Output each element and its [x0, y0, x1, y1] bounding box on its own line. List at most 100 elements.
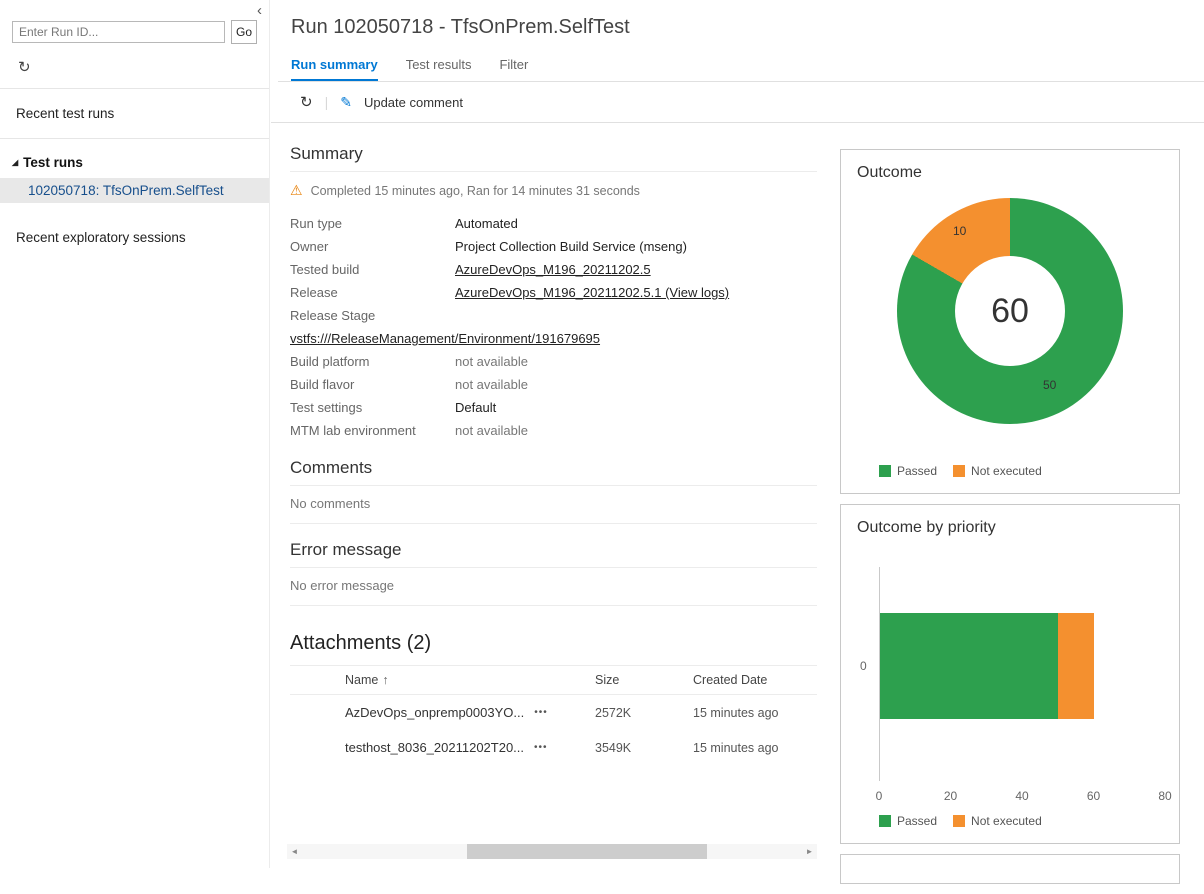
priority-bar-plot: 0: [879, 567, 1165, 781]
field-label: Build flavor: [290, 373, 455, 396]
no-error-message-text: No error message: [290, 578, 817, 606]
sidebar-refresh-icon[interactable]: ↻: [18, 58, 31, 76]
release-stage-link[interactable]: vstfs:///ReleaseManagement/Environment/1…: [290, 327, 817, 350]
field-value: Project Collection Build Service (mseng): [455, 235, 687, 258]
attachments-table-header: Name↑ Size Created Date: [290, 665, 817, 695]
legend-passed-label: Passed: [897, 464, 937, 478]
y-axis-category-label: 0: [860, 659, 867, 673]
field-value: not available: [455, 350, 528, 373]
outcome-by-priority-card: Outcome by priority 0 0 20 40 60 80 P: [840, 504, 1180, 844]
collapse-sidebar-icon[interactable]: ‹: [257, 2, 262, 19]
x-tick: 60: [1087, 789, 1100, 803]
scroll-right-arrow[interactable]: ►: [802, 844, 817, 859]
legend-passed-label: Passed: [897, 814, 937, 828]
x-tick: 0: [876, 789, 883, 803]
donut-passed-value: 50: [1043, 378, 1056, 392]
refresh-icon[interactable]: ↻: [300, 93, 313, 111]
field-value: not available: [455, 419, 528, 442]
comments-heading: Comments: [290, 458, 817, 486]
run-id-input[interactable]: [12, 21, 225, 43]
not-executed-swatch: [953, 465, 965, 477]
field-value: Automated: [455, 212, 518, 235]
field-owner: Owner Project Collection Build Service (…: [290, 235, 817, 258]
main-content: Run 102050718 - TfsOnPrem.SelfTest Run s…: [271, 0, 1204, 868]
sidebar-item-selected-run[interactable]: 102050718: TfsOnPrem.SelfTest: [0, 178, 269, 203]
attachment-name-link[interactable]: AzDevOps_onpremp0003YO...: [345, 705, 524, 720]
bar-notexecuted: [1058, 613, 1094, 719]
donut-not-executed-value: 10: [953, 224, 966, 238]
attachments-heading: Attachments (2): [290, 632, 817, 665]
x-tick: 40: [1015, 789, 1028, 803]
x-axis-ticks: 0 20 40 60 80: [879, 789, 1165, 805]
field-label: Release Stage: [290, 304, 455, 327]
tested-build-link[interactable]: AzureDevOps_M196_20211202.5: [455, 258, 651, 281]
more-options-icon[interactable]: •••: [534, 742, 548, 753]
next-card-partial: [840, 854, 1180, 884]
field-build-platform: Build platform not available: [290, 350, 817, 373]
tab-run-summary[interactable]: Run summary: [291, 57, 378, 81]
attachment-row[interactable]: AzDevOps_onpremp0003YO... ••• 2572K 15 m…: [290, 695, 817, 730]
field-run-type: Run type Automated: [290, 212, 817, 235]
toolbar-separator: |: [325, 94, 329, 110]
field-label: Build platform: [290, 350, 455, 373]
outcome-chart-title: Outcome: [857, 164, 1179, 182]
field-mtm-lab-environment: MTM lab environment not available: [290, 419, 817, 442]
attachment-created-date: 15 minutes ago: [693, 741, 778, 755]
release-link[interactable]: AzureDevOps_M196_20211202.5.1 (View logs…: [455, 281, 729, 304]
field-label: MTM lab environment: [290, 419, 455, 442]
toolbar-divider: [271, 122, 1204, 123]
field-label: Tested build: [290, 258, 455, 281]
sidebar-test-runs-header[interactable]: ◢ Test runs: [0, 139, 269, 178]
x-tick: 80: [1158, 789, 1171, 803]
tab-test-results[interactable]: Test results: [406, 57, 472, 81]
scrollbar-thumb[interactable]: [467, 844, 707, 859]
sidebar-item-recent-exploratory-sessions[interactable]: Recent exploratory sessions: [0, 213, 269, 262]
field-label: Release: [290, 281, 455, 304]
run-status-text: Completed 15 minutes ago, Ran for 14 min…: [311, 184, 640, 198]
edit-icon[interactable]: ✎: [340, 94, 352, 111]
donut-total: 60: [955, 256, 1065, 366]
not-executed-swatch: [953, 815, 965, 827]
field-label: Owner: [290, 235, 455, 258]
outcome-donut: 10 50 60: [897, 198, 1123, 424]
outcome-card: Outcome 10 50 60 Passed Not executed: [840, 149, 1180, 494]
stacked-bar: [880, 613, 1165, 719]
sidebar: ‹ Go ↻ Recent test runs ◢ Test runs 10205…: [0, 0, 270, 868]
sort-asc-icon: ↑: [382, 673, 388, 687]
go-button[interactable]: Go: [231, 20, 257, 44]
field-release: Release AzureDevOps_M196_20211202.5.1 (V…: [290, 281, 817, 304]
tab-filter[interactable]: Filter: [499, 57, 528, 81]
x-tick: 20: [944, 789, 957, 803]
passed-swatch: [879, 815, 891, 827]
attachment-row[interactable]: testhost_8036_20211202T20... ••• 3549K 1…: [290, 730, 817, 765]
attachment-size: 3549K: [595, 741, 693, 755]
scroll-left-arrow[interactable]: ◄: [287, 844, 302, 859]
field-value: Default: [455, 396, 496, 419]
field-build-flavor: Build flavor not available: [290, 373, 817, 396]
field-test-settings: Test settings Default: [290, 396, 817, 419]
legend-not-executed-label: Not executed: [971, 814, 1042, 828]
passed-swatch: [879, 465, 891, 477]
no-comments-text: No comments: [290, 496, 817, 524]
column-created-date[interactable]: Created Date: [693, 673, 767, 687]
test-runs-label: Test runs: [23, 155, 83, 170]
column-size[interactable]: Size: [595, 673, 693, 687]
field-label: Run type: [290, 212, 455, 235]
toolbar: ↻ | ✎ Update comment: [300, 82, 1204, 122]
priority-chart-title: Outcome by priority: [857, 519, 1179, 537]
tree-expanded-icon: ◢: [12, 158, 18, 167]
outcome-legend: Passed Not executed: [879, 464, 1042, 478]
scrollbar-track[interactable]: [302, 844, 802, 859]
warning-icon: ⚠: [290, 182, 303, 199]
attachment-name-link[interactable]: testhost_8036_20211202T20...: [345, 740, 524, 755]
legend-not-executed-label: Not executed: [971, 464, 1042, 478]
tab-bar: Run summary Test results Filter: [291, 57, 1204, 81]
column-name[interactable]: Name↑: [345, 673, 595, 687]
attachment-created-date: 15 minutes ago: [693, 706, 778, 720]
field-release-stage: Release Stage vstfs:///ReleaseManagement…: [290, 304, 817, 350]
more-options-icon[interactable]: •••: [534, 707, 548, 718]
horizontal-scrollbar[interactable]: ◄ ►: [287, 844, 817, 859]
update-comment-button[interactable]: Update comment: [364, 95, 463, 110]
sidebar-item-recent-test-runs[interactable]: Recent test runs: [0, 89, 269, 138]
run-id-search-row: Go: [12, 20, 257, 44]
